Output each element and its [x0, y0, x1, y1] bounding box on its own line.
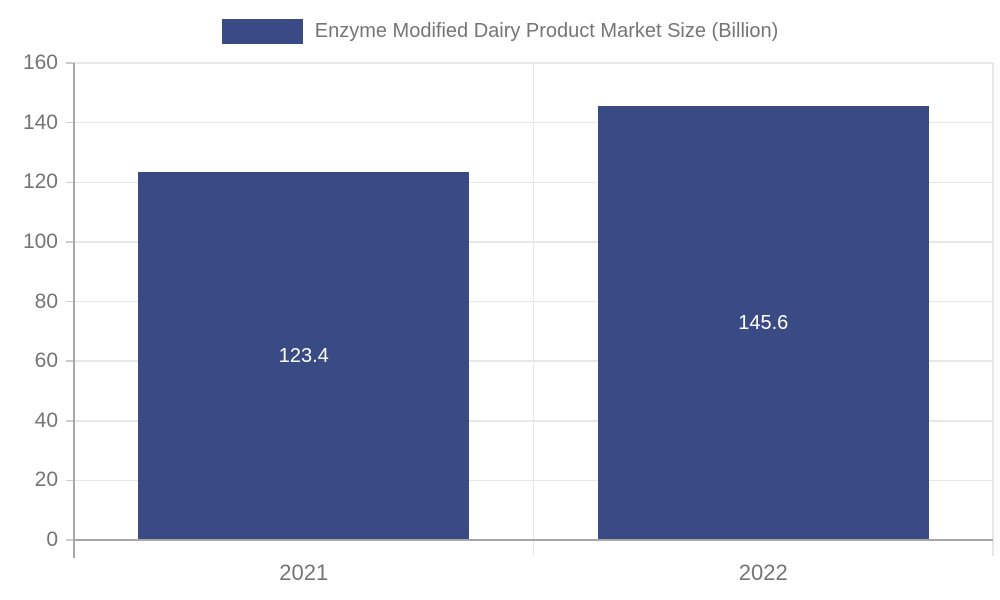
x-axis-tick-label: 2022	[738, 560, 788, 585]
y-axis-tick-label: 140	[22, 110, 58, 134]
y-axis-tick	[66, 181, 74, 183]
y-axis-tick	[66, 241, 74, 243]
legend-label: Enzyme Modified Dairy Product Market Siz…	[314, 19, 779, 42]
y-axis-tick-label: 100	[22, 229, 58, 253]
y-axis-tick	[66, 62, 74, 64]
y-axis-tick	[66, 479, 74, 482]
bar-2022	[597, 105, 929, 540]
y-axis-line	[73, 63, 75, 558]
y-axis-tick	[66, 539, 74, 541]
x-axis-tick-label: 2021	[279, 560, 329, 585]
y-axis-tick-label: 20	[34, 468, 58, 492]
y-axis-tick-label: 80	[34, 289, 58, 313]
x-axis-line	[74, 538, 993, 541]
y-axis-tick	[66, 360, 74, 362]
bar-2021	[138, 172, 470, 540]
y-axis-tick-label: 40	[34, 408, 58, 432]
y-axis-tick-label: 60	[34, 349, 58, 373]
gridline-vertical	[992, 63, 994, 556]
gridline-vertical	[532, 63, 535, 556]
bar-value-label: 123.4	[278, 345, 329, 368]
y-axis-tick-label: 160	[22, 51, 58, 74]
bar-value-label: 145.6	[738, 311, 789, 334]
y-axis-tick-label: 0	[46, 528, 58, 551]
y-axis-tick	[66, 300, 74, 303]
y-axis-tick-label: 120	[22, 170, 58, 194]
y-axis-tick	[66, 121, 74, 124]
plot-area: 0 20 40 60 80 100 120 140 160 123.4 2021 145.6 2022	[23, 51, 994, 585]
legend-swatch	[221, 18, 303, 44]
legend: Enzyme Modified Dairy Product Market Siz…	[0, 17, 1000, 45]
y-axis-tick	[66, 420, 74, 422]
